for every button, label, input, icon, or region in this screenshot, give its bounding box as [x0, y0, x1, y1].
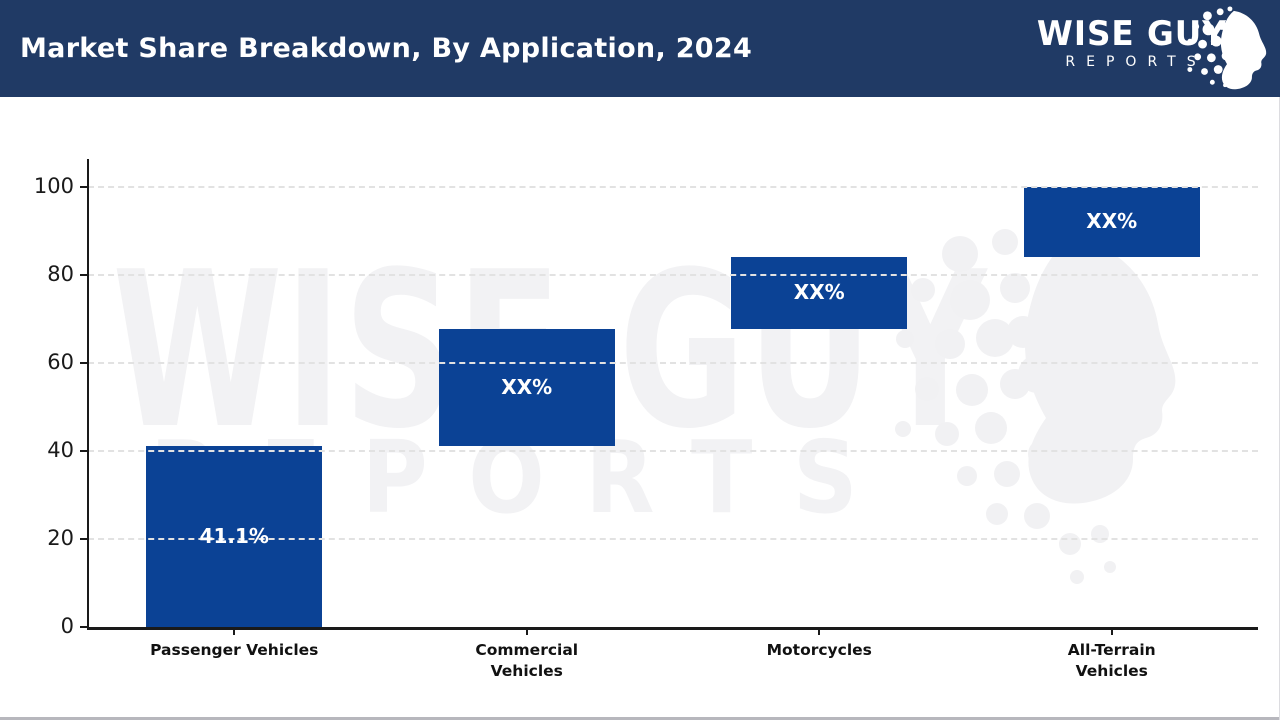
y-tick-label: 100: [33, 174, 74, 198]
bar-value-label: XX%: [1086, 208, 1138, 233]
y-tick-label: 0: [60, 614, 74, 638]
gridline: [88, 362, 1258, 364]
gridline: [88, 274, 1258, 276]
x-tick: [1110, 627, 1113, 635]
y-tick: [80, 626, 88, 628]
brand-logo-subtext: REPORTS: [1065, 54, 1207, 70]
x-tick: [818, 627, 821, 635]
x-category-label-line: Commercial: [475, 641, 579, 659]
page-title: Market Share Breakdown, By Application, …: [20, 33, 753, 64]
bar-value-label: XX%: [793, 280, 845, 305]
y-tick: [80, 538, 88, 540]
chart-canvas: WISE GUY REPORTS 0 20 40 60 80 100 41.1% Passen…: [0, 97, 1280, 720]
brand-logo-text: WISE GUY: [1036, 14, 1227, 54]
gridline: [88, 538, 1258, 540]
x-category-label: All-Terrain Vehicles: [1002, 640, 1222, 682]
y-tick: [80, 362, 88, 364]
brand-logo: WISE GUY REPORTS: [1033, 16, 1228, 70]
x-category-label: Passenger Vehicles: [124, 640, 344, 661]
y-tick: [80, 450, 88, 452]
x-axis-spine: [87, 627, 1258, 630]
gridline: [88, 450, 1258, 452]
y-tick-label: 20: [47, 526, 74, 550]
header-bar: Market Share Breakdown, By Application, …: [0, 0, 1280, 97]
plot-region: 0 20 40 60 80 100 41.1% Passenger Vehicles XX% Co…: [0, 97, 1279, 720]
y-tick-label: 40: [47, 438, 74, 462]
y-tick-label: 80: [47, 262, 74, 286]
bottom-border: [0, 717, 1279, 720]
y-tick: [80, 186, 88, 188]
gridline: [88, 186, 1258, 188]
bar-passenger-vehicles: [146, 446, 323, 627]
x-category-label-line: Motorcycles: [766, 641, 872, 659]
y-axis-spine: [87, 159, 89, 629]
y-tick-label: 60: [47, 350, 74, 374]
bar-value-label: XX%: [501, 374, 553, 399]
x-tick: [525, 627, 528, 635]
x-category-label-line: Passenger Vehicles: [150, 641, 319, 659]
bar-value-label: 41.1%: [199, 523, 269, 548]
y-tick: [80, 274, 88, 276]
x-tick: [233, 627, 236, 635]
x-category-label: Motorcycles: [709, 640, 929, 661]
x-category-label: Commercial Vehicles: [417, 640, 637, 682]
x-category-label-line: Vehicles: [1075, 662, 1148, 680]
x-category-label-line: All-Terrain: [1067, 641, 1156, 659]
bar-commercial-vehicles: [438, 329, 615, 447]
bar-motorcycles: [731, 256, 908, 330]
brand-head-icon: [1187, 6, 1267, 90]
x-category-label-line: Vehicles: [490, 662, 563, 680]
